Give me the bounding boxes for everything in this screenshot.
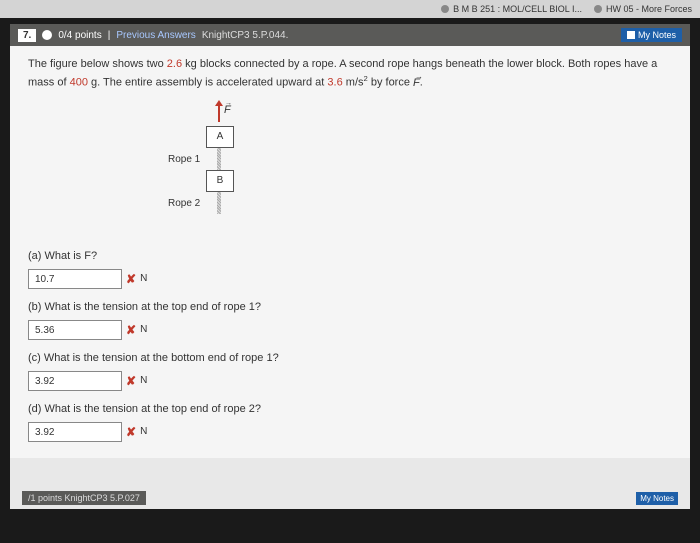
wrong-icon: ✘: [126, 321, 136, 340]
part-d-question: (d) What is the tension at the top end o…: [28, 401, 672, 418]
monitor-bezel: 7. 0/4 points | Previous Answers KnightC…: [0, 18, 700, 543]
force-arrow-icon: [218, 104, 220, 122]
source-label: KnightCP3 5.P.044.: [202, 30, 289, 41]
mass-block-value: 2.6: [167, 58, 182, 70]
page-content: 7. 0/4 points | Previous Answers KnightC…: [10, 24, 690, 509]
text: m/s: [343, 77, 364, 89]
part-d-answer: 3.92 ✘ N: [28, 422, 672, 442]
accel-value: 3.6: [327, 77, 342, 89]
unit-label: N: [140, 271, 147, 287]
part-c-question: (c) What is the tension at the bottom en…: [28, 350, 672, 367]
answer-input-b[interactable]: 5.36: [28, 320, 122, 340]
tab-course[interactable]: B M B 251 : MOL/CELL BIOL I...: [441, 4, 582, 14]
tab-label: B M B 251 : MOL/CELL BIOL I...: [453, 4, 582, 14]
next-question-header: /1 points KnightCP3 5.P.027: [22, 491, 146, 505]
status-bullet-icon: [42, 30, 52, 40]
previous-answers-link[interactable]: Previous Answers: [116, 30, 195, 41]
text: The figure below shows two: [28, 58, 167, 70]
problem-body: The figure below shows two 2.6 kg blocks…: [10, 46, 690, 458]
answer-input-a[interactable]: 10.7: [28, 269, 122, 289]
rope-2-label: Rope 2: [168, 196, 200, 212]
part-a-question: (a) What is F?: [28, 248, 672, 265]
unit-label: N: [140, 322, 147, 338]
unit-label: N: [140, 424, 147, 440]
rope-2-graphic: [217, 192, 221, 214]
unit-label: N: [140, 373, 147, 389]
mass-rope-value: 400: [70, 77, 88, 89]
figure: →F A Rope 1 B Rope 2: [168, 104, 288, 234]
tab-hw[interactable]: HW 05 - More Forces: [594, 4, 692, 14]
tab-icon: [594, 5, 602, 13]
part-a-answer: 10.7 ✘ N: [28, 269, 672, 289]
answer-input-d[interactable]: 3.92: [28, 422, 122, 442]
answer-input-c[interactable]: 3.92: [28, 371, 122, 391]
text: g. The entire assembly is accelerated up…: [88, 77, 327, 89]
block-a: A: [206, 126, 234, 148]
tab-label: HW 05 - More Forces: [606, 4, 692, 14]
question-number: 7.: [18, 29, 36, 42]
part-b-question: (b) What is the tension at the top end o…: [28, 299, 672, 316]
notes-label: My Notes: [638, 30, 676, 40]
force-label: →F: [224, 102, 231, 119]
block-b: B: [206, 170, 234, 192]
my-notes-button[interactable]: My Notes: [621, 28, 682, 42]
points-label: 0/4 points: [58, 30, 101, 41]
rope-1-graphic: [217, 148, 221, 170]
tab-icon: [441, 5, 449, 13]
browser-tab-bar: B M B 251 : MOL/CELL BIOL I... HW 05 - M…: [0, 0, 700, 18]
rope-1-label: Rope 1: [168, 152, 200, 168]
problem-text: The figure below shows two 2.6 kg blocks…: [28, 56, 672, 92]
question-header: 7. 0/4 points | Previous Answers KnightC…: [10, 24, 690, 46]
part-c-answer: 3.92 ✘ N: [28, 371, 672, 391]
wrong-icon: ✘: [126, 270, 136, 289]
my-notes-button-footer[interactable]: My Notes: [636, 492, 678, 505]
vector-arrow-icon: →: [415, 71, 423, 83]
text: by force: [368, 77, 413, 89]
separator: |: [108, 30, 111, 41]
wrong-icon: ✘: [126, 423, 136, 442]
note-icon: [627, 31, 635, 39]
wrong-icon: ✘: [126, 372, 136, 391]
header-left: 7. 0/4 points | Previous Answers KnightC…: [18, 29, 288, 42]
part-b-answer: 5.36 ✘ N: [28, 320, 672, 340]
